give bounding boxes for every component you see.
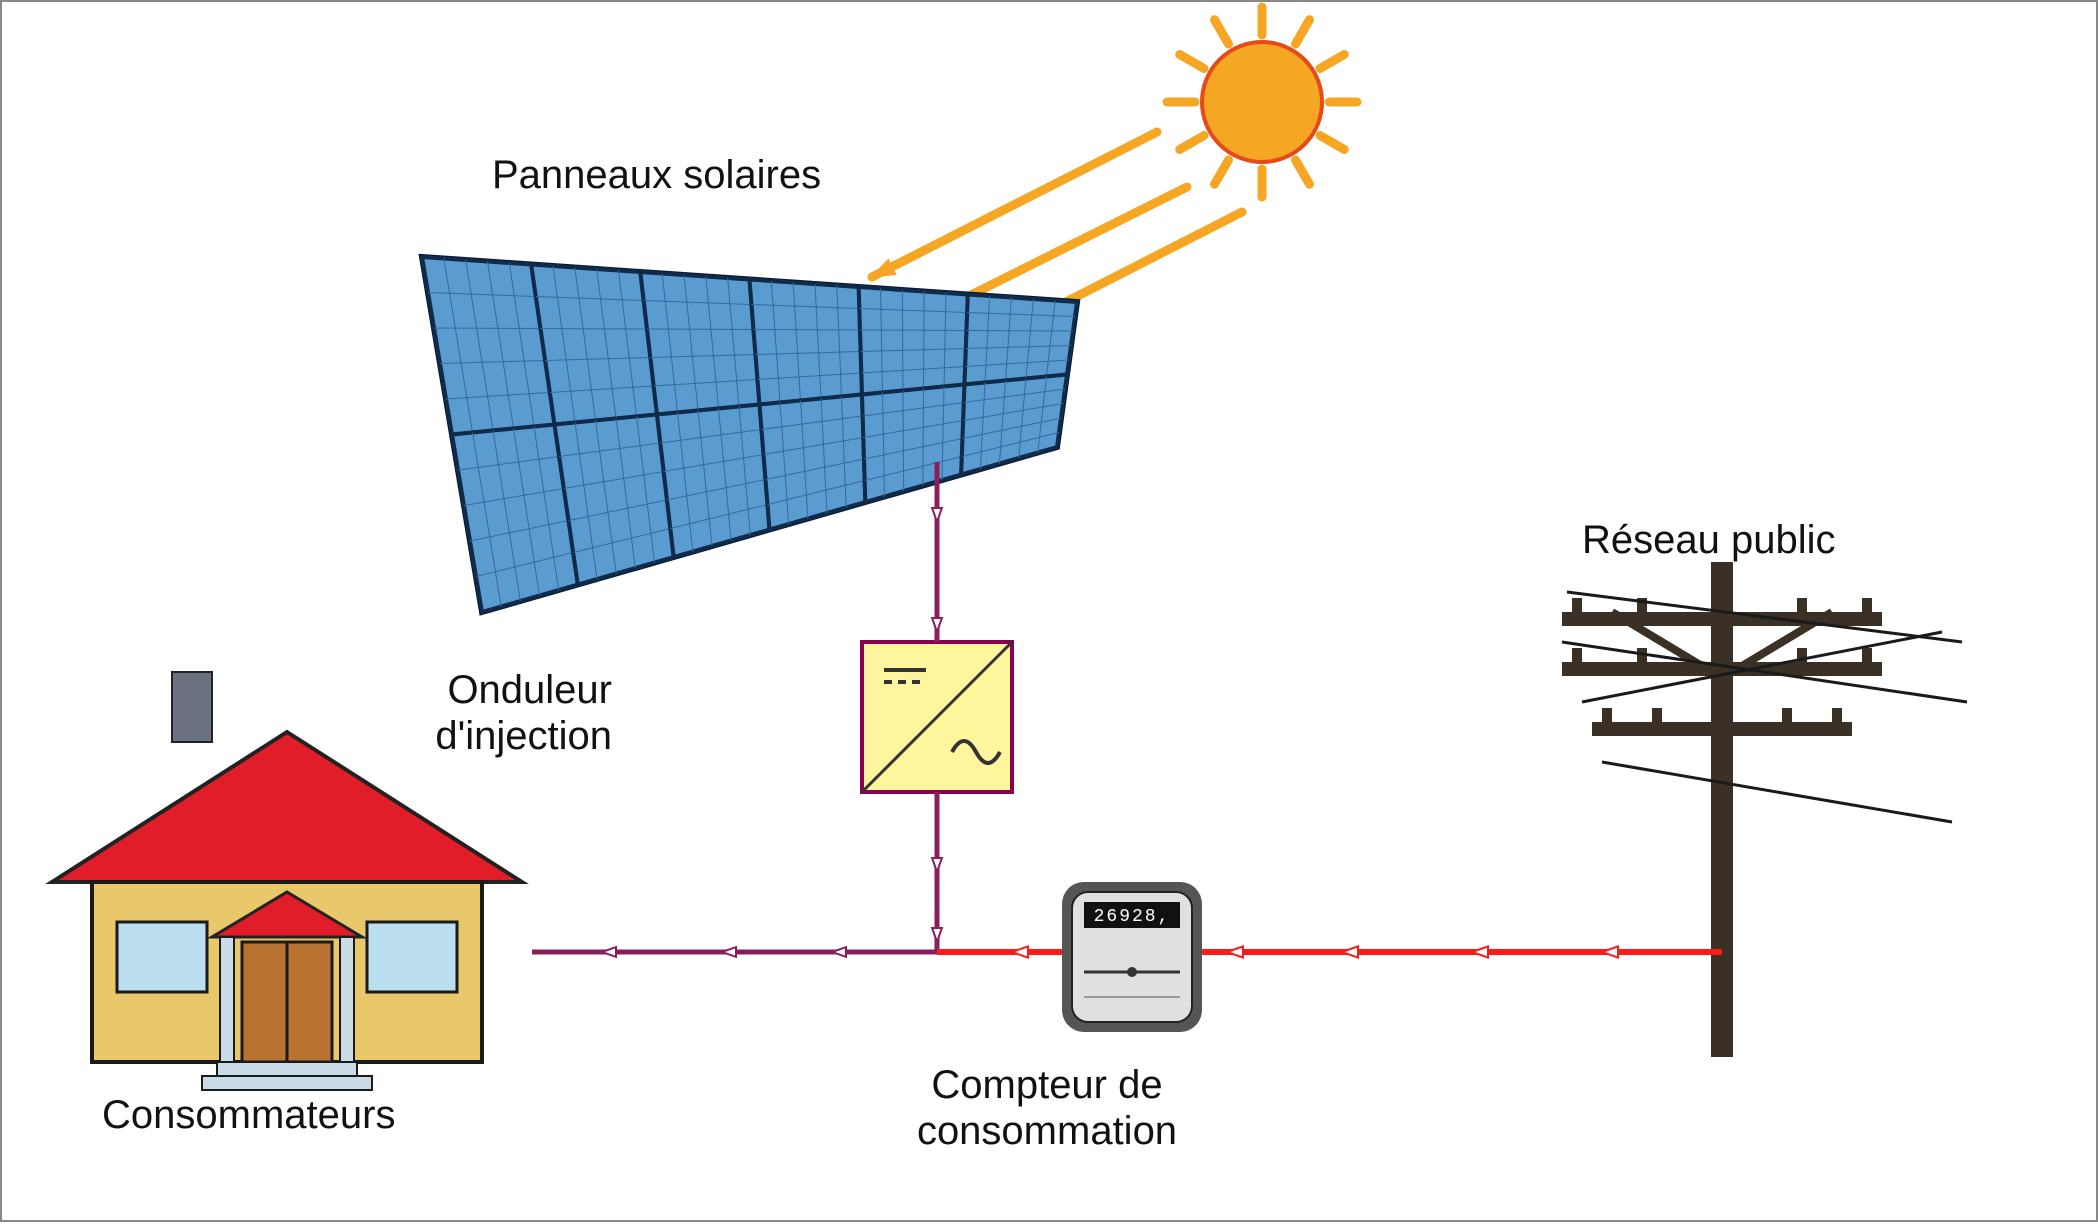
svg-text:26928,: 26928, <box>1094 907 1171 927</box>
label-meter: Compteur de consommation <box>917 1062 1177 1154</box>
inverter-icon <box>862 642 1012 792</box>
label-inverter: Onduleur d'injection <box>435 667 612 759</box>
utility-pole-icon <box>1562 562 1967 1057</box>
diagram-canvas: 26928, Panneaux solaires Onduleur d'inje… <box>0 0 2098 1222</box>
label-consumers: Consommateurs <box>102 1092 395 1138</box>
diagram-svg: 26928, <box>2 2 2098 1224</box>
label-grid: Réseau public <box>1582 517 1836 563</box>
label-panels: Panneaux solaires <box>492 152 821 198</box>
solar-panel-icon <box>422 257 1077 612</box>
meter-icon: 26928, <box>1062 882 1202 1032</box>
sun-icon <box>1167 7 1357 197</box>
